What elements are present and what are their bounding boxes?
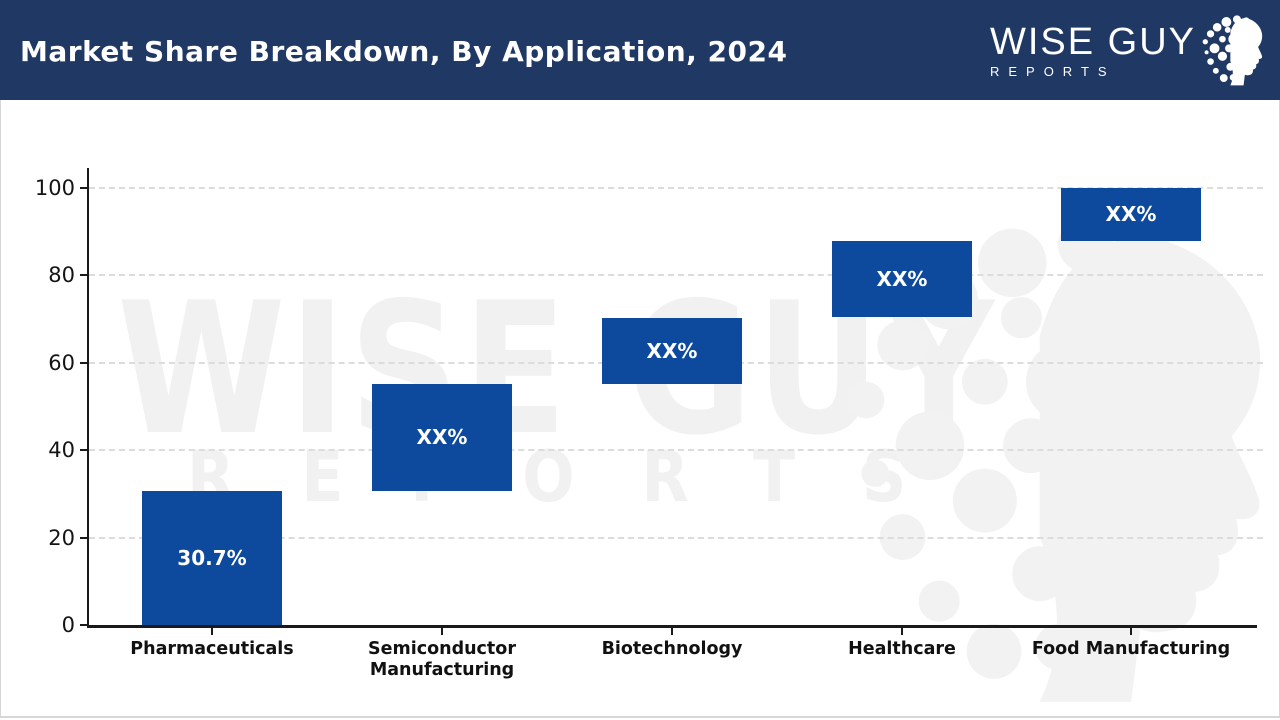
brand-subtitle: REPORTS	[989, 64, 1116, 79]
y-tick-label: 80	[48, 263, 75, 287]
bar-food-manufacturing	[1061, 187, 1201, 241]
bar-semiconductor-manufacturing	[372, 383, 512, 491]
gridline-y80	[89, 274, 1263, 276]
brand-logo: WISE GUY REPORTS	[990, 10, 1266, 92]
x-tick-mark	[1130, 628, 1132, 635]
page-title: Market Share Breakdown, By Application, …	[20, 35, 788, 68]
category-label-food-manufacturing: Food Manufacturing	[1031, 639, 1231, 659]
y-tick-mark	[80, 361, 88, 364]
bar-value-label-semiconductor-manufacturing: XX%	[416, 425, 468, 450]
bar-value-label-food-manufacturing: XX%	[1105, 202, 1157, 227]
y-tick-label: 40	[48, 438, 75, 462]
y-tick-mark	[80, 449, 88, 451]
gridline-y100	[89, 186, 1263, 189]
bar-pharmaceuticals	[142, 490, 282, 625]
y-tick-mark	[80, 624, 88, 626]
x-tick-mark	[901, 628, 903, 635]
y-tick-mark	[80, 536, 88, 539]
y-tick-label: 100	[34, 175, 75, 200]
bar-biotechnology	[602, 317, 742, 384]
x-tick-mark	[211, 628, 213, 635]
brand-name: WISE GUY	[989, 21, 1196, 63]
y-axis-line	[87, 168, 89, 627]
x-tick-mark	[441, 628, 443, 635]
bar-value-label-biotechnology: XX%	[646, 338, 698, 363]
bar-value-label-healthcare: XX%	[876, 266, 928, 291]
chart-figure: WISE GUY REPORTS 0 20 40 60 80 100 30.7% XX% XX%…	[0, 100, 1280, 718]
x-tick-mark	[671, 628, 673, 635]
y-tick-label: 20	[48, 525, 75, 550]
y-tick-label: 60	[48, 350, 75, 375]
category-label-biotechnology: Biotechnology	[601, 639, 743, 659]
gridline-y40	[89, 449, 1263, 451]
y-tick-mark	[80, 186, 88, 189]
bar-value-label-pharmaceuticals: 30.7%	[177, 545, 247, 570]
category-label-pharmaceuticals: Pharmaceuticals	[130, 639, 294, 659]
y-tick-mark	[80, 274, 88, 276]
gridline-y20	[89, 536, 1263, 539]
category-label-healthcare: Healthcare	[848, 639, 956, 659]
y-tick-label: 0	[61, 613, 75, 637]
category-label-semiconductor-manufacturing: Semiconductor Manufacturing	[368, 639, 516, 680]
header-bar: Market Share Breakdown, By Application, …	[0, 0, 1280, 100]
x-axis-line	[87, 625, 1257, 628]
bar-healthcare	[832, 240, 972, 317]
